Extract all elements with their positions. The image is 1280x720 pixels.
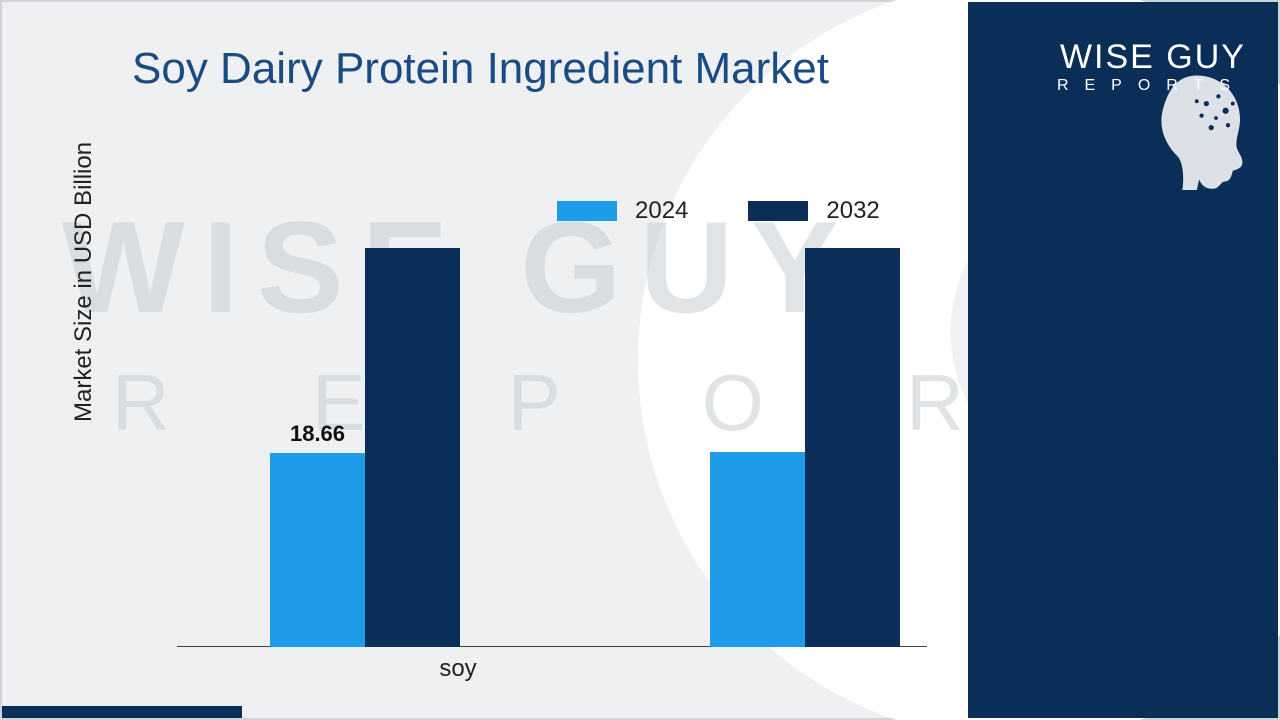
bar <box>805 248 900 647</box>
legend-label: 2024 <box>635 197 688 225</box>
legend-swatch <box>557 201 617 221</box>
bar <box>365 248 460 647</box>
x-axis-label: soy <box>358 655 558 683</box>
bar-group: soy <box>270 248 460 647</box>
y-axis-label: Market Size in USD Billion <box>70 142 98 422</box>
brand-head-icon <box>1132 70 1252 170</box>
chart-plot: 18.66soydairy <box>177 232 927 647</box>
bar <box>270 453 365 647</box>
legend-label: 2032 <box>826 197 879 225</box>
chart-frame: WISE GUY R E P O R T S WISE GUY REPORTS … <box>0 0 1280 720</box>
bar <box>710 452 805 647</box>
decor-bottom-bar <box>2 706 242 718</box>
page-title: Soy Dairy Protein Ingredient Market <box>132 44 829 95</box>
bar-group: dairy <box>710 248 900 647</box>
legend-item: 2024 <box>557 197 688 225</box>
x-axis-label: dairy <box>1238 655 1280 683</box>
legend: 2024 2032 <box>557 197 880 225</box>
brand-logo: WISE GUY REPORTS <box>1057 40 1246 94</box>
legend-item: 2032 <box>748 197 879 225</box>
legend-swatch <box>748 201 808 221</box>
